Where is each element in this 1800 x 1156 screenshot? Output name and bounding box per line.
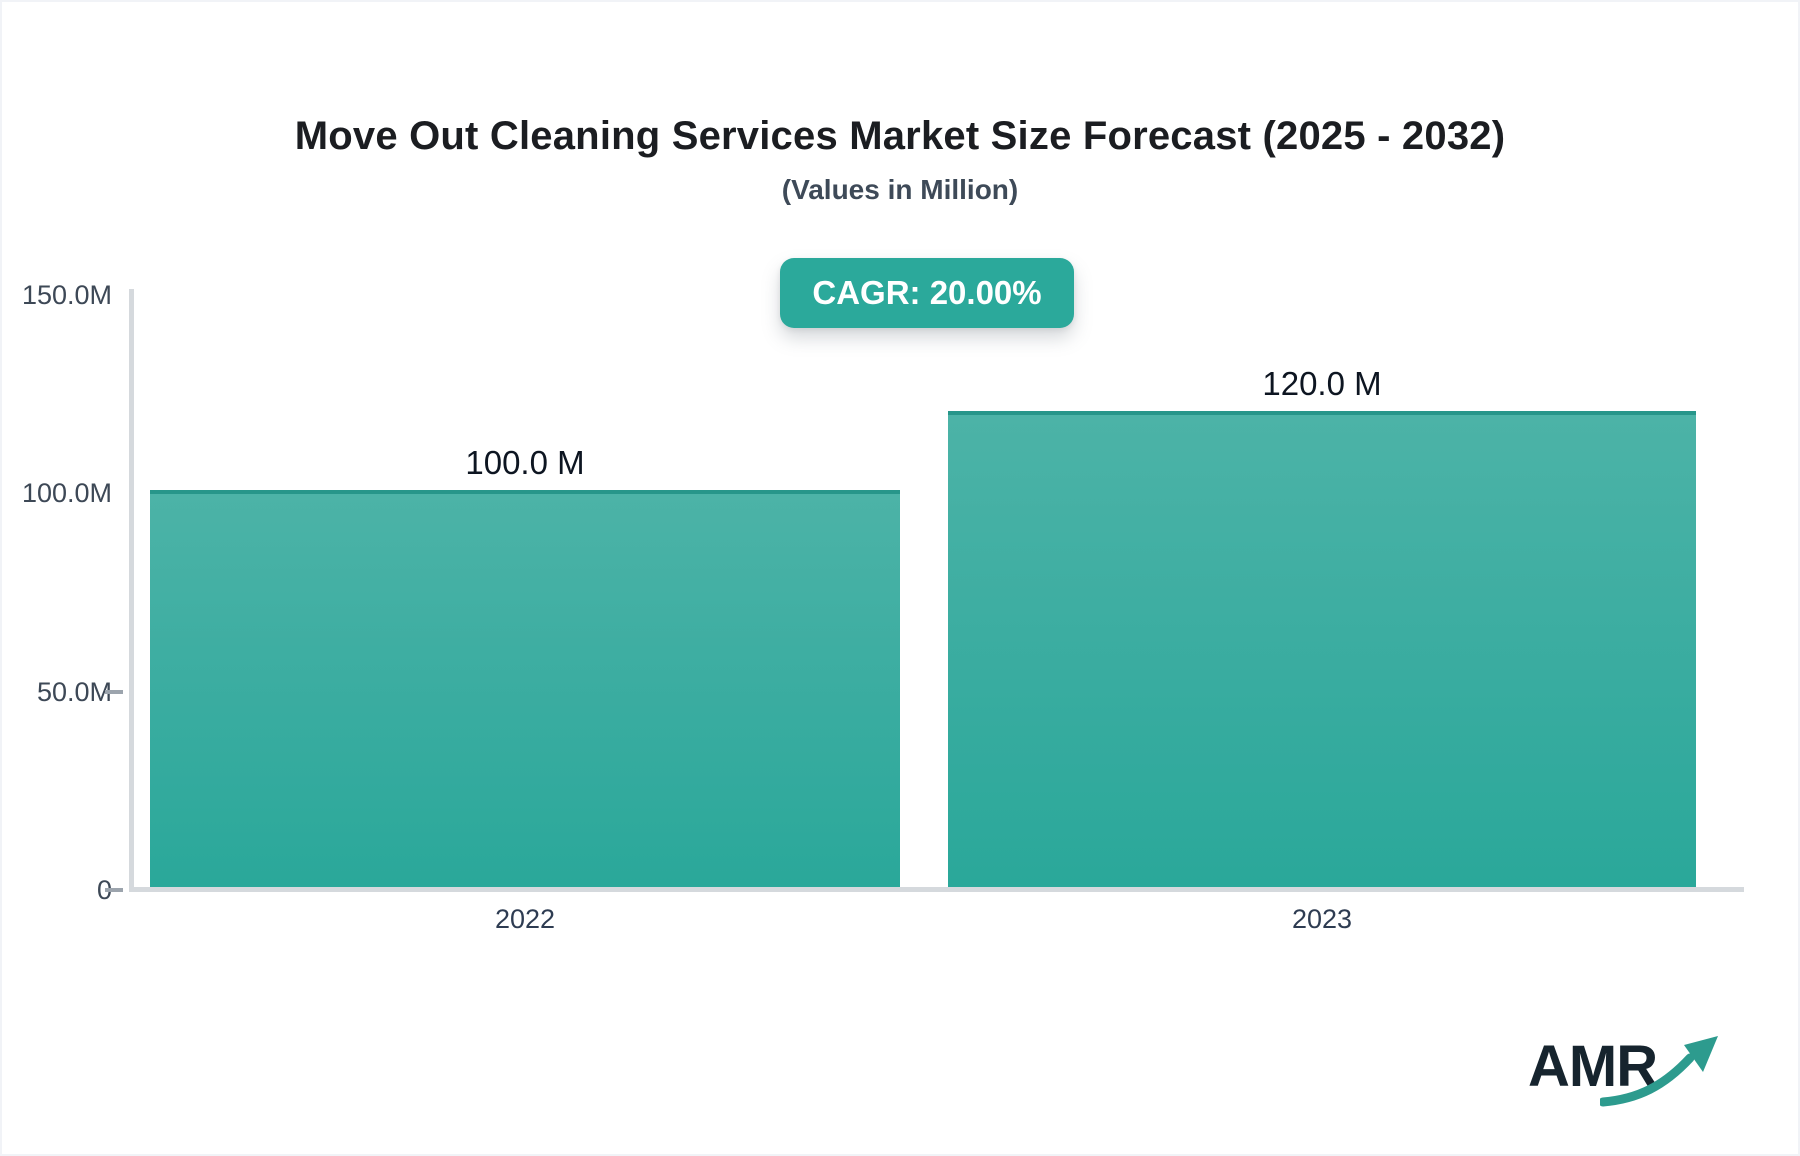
y-axis-tick-mark — [105, 689, 123, 694]
bar-value-label: 120.0 M — [1262, 365, 1382, 402]
cagr-badge: CAGR: 20.00% — [780, 258, 1074, 328]
y-axis-line — [129, 289, 134, 892]
bar-2022[interactable] — [150, 490, 900, 887]
x-axis-line — [129, 887, 1744, 892]
y-axis-tick-label: 50.0M — [36, 676, 112, 707]
growth-arrow-icon — [1600, 1036, 1718, 1107]
bar-value-label: 100.0 M — [465, 444, 585, 482]
y-axis-tick-label: 100.0M — [21, 478, 112, 509]
amr-logo-text: AMR — [1528, 1034, 1658, 1099]
x-axis-category-label: 2023 — [1291, 904, 1353, 934]
x-axis-category-label: 2022 — [494, 904, 556, 934]
chart-subtitle: (Values in Million) — [781, 174, 1019, 205]
bar-2023[interactable] — [948, 411, 1696, 887]
y-axis-tick-label: 0 — [2, 874, 112, 906]
chart-title: Move Out Cleaning Services Market Size F… — [294, 114, 1506, 158]
y-axis-tick-label: 150.0M — [21, 280, 112, 310]
y-axis-tick-mark — [105, 888, 123, 892]
amr-logo: AMR — [1528, 1034, 1738, 1118]
